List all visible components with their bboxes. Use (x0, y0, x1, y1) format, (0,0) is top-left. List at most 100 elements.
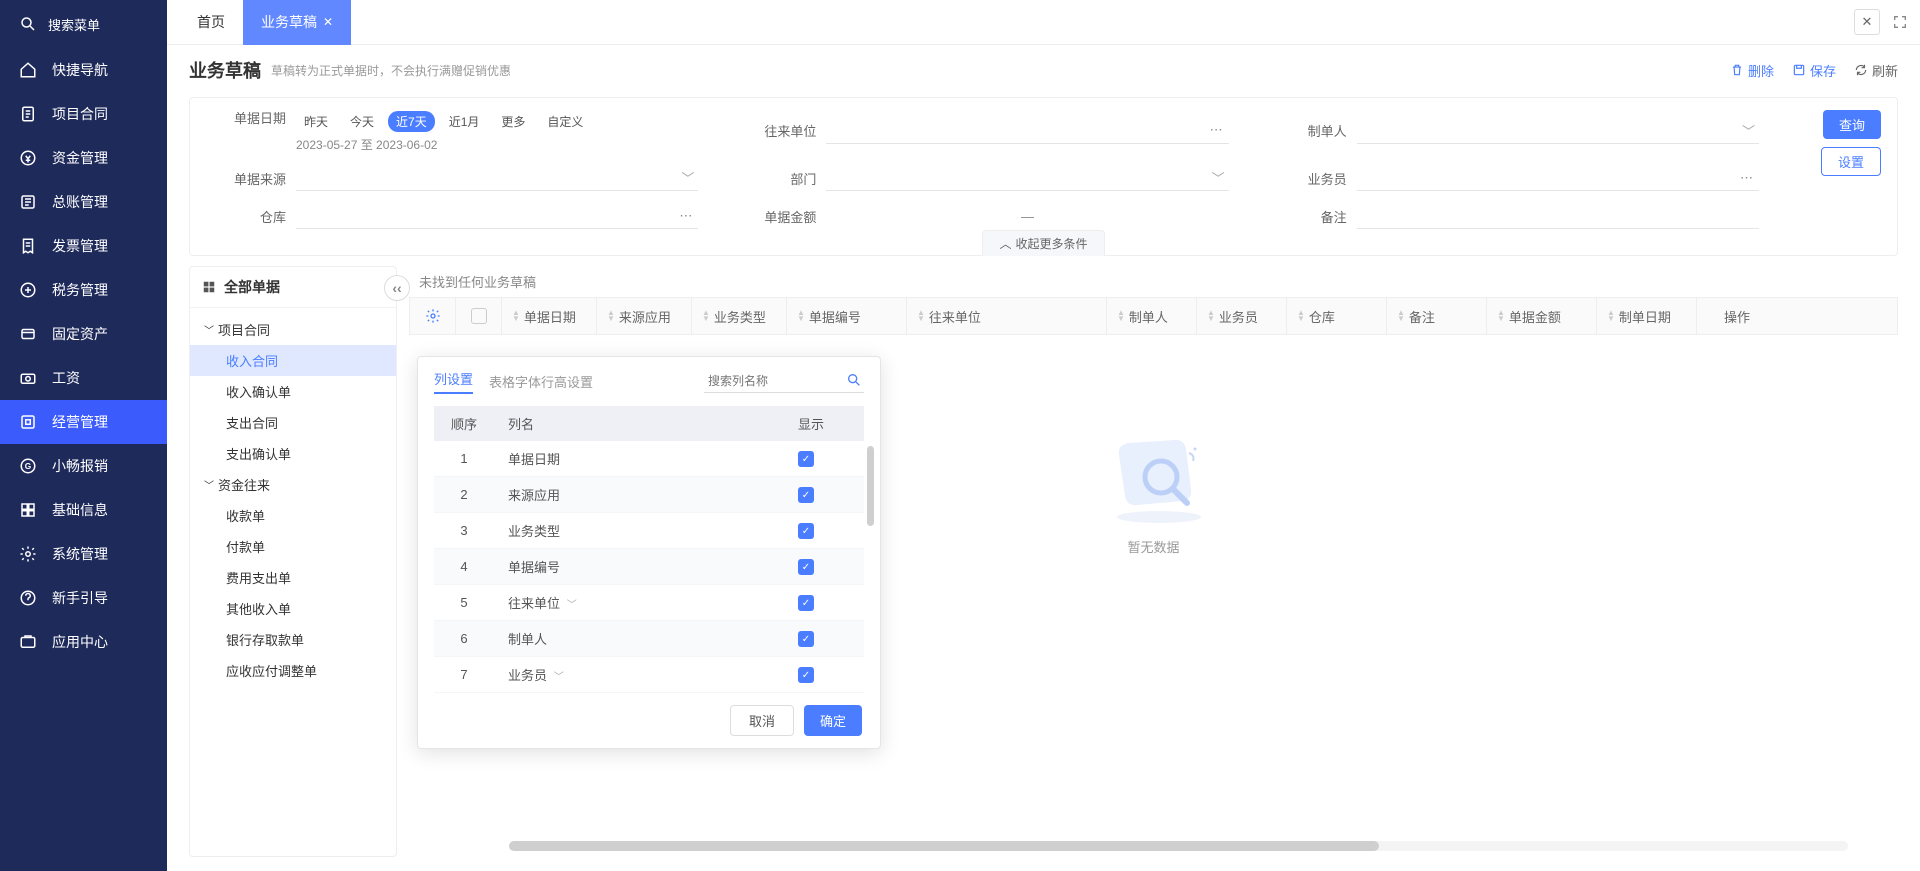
visibility-checkbox[interactable]: ✓ (798, 451, 814, 467)
table-column-header[interactable]: ▲▼单据日期 (502, 298, 597, 334)
tree-leaf[interactable]: 支出合同 (190, 407, 396, 438)
tree-leaf[interactable]: 支出确认单 (190, 438, 396, 469)
date-chip[interactable]: 今天 (342, 111, 382, 132)
sidebar-item-9[interactable]: G小畅报销 (0, 444, 167, 488)
search-icon[interactable] (846, 372, 862, 388)
popup-row[interactable]: 5往来单位 ﹀✓ (434, 585, 864, 621)
table-column-header[interactable]: ▲▼业务类型 (692, 298, 787, 334)
popup-cancel-button[interactable]: 取消 (730, 705, 794, 736)
table-column-header[interactable]: ▲▼单据编号 (787, 298, 907, 334)
tree-group[interactable]: ﹀ 项目合同 (190, 314, 396, 345)
table-column-header[interactable]: ▲▼业务员 (1197, 298, 1287, 334)
sort-icon: ▲▼ (702, 310, 710, 322)
tree-leaf[interactable]: 银行存取款单 (190, 624, 396, 655)
close-panel-button[interactable]: ✕ (1854, 9, 1880, 35)
sidebar-item-1[interactable]: 项目合同 (0, 92, 167, 136)
sidebar-item-3[interactable]: 总账管理 (0, 180, 167, 224)
popup-scrollbar[interactable] (867, 446, 874, 526)
visibility-checkbox[interactable]: ✓ (798, 559, 814, 575)
visibility-checkbox[interactable]: ✓ (798, 667, 814, 683)
popup-tab-columns[interactable]: 列设置 (434, 369, 473, 394)
table-column-header[interactable]: ▲▼往来单位 (907, 298, 1107, 334)
date-chip[interactable]: 昨天 (296, 111, 336, 132)
gear-icon (18, 544, 38, 564)
horizontal-scrollbar[interactable] (509, 841, 1848, 851)
tree-group[interactable]: ﹀ 资金往来 (190, 469, 396, 500)
dept-select[interactable]: ﹀ (826, 165, 1228, 191)
sidebar-item-label: 应用中心 (52, 632, 108, 652)
table-column-header[interactable]: ▲▼备注 (1387, 298, 1487, 334)
save-button[interactable]: 保存 (1792, 61, 1836, 80)
visibility-checkbox[interactable]: ✓ (798, 487, 814, 503)
tree-leaf[interactable]: 收款单 (190, 500, 396, 531)
more-icon[interactable]: ⋯ (1740, 170, 1759, 186)
table-column-header[interactable]: ▲▼仓库 (1287, 298, 1387, 334)
popup-row[interactable]: 3业务类型✓ (434, 513, 864, 549)
source-select[interactable]: ﹀ (296, 165, 698, 191)
date-chip[interactable]: 自定义 (539, 111, 591, 132)
settings-button[interactable]: 设置 (1821, 147, 1881, 176)
select-all-checkbox[interactable] (456, 298, 502, 334)
sidebar-item-4[interactable]: 发票管理 (0, 224, 167, 268)
popup-row[interactable]: 4单据编号✓ (434, 549, 864, 585)
popup-row[interactable]: 2来源应用✓ (434, 477, 864, 513)
popup-confirm-button[interactable]: 确定 (804, 705, 862, 736)
tree-leaf[interactable]: 付款单 (190, 531, 396, 562)
visibility-checkbox[interactable]: ✓ (798, 631, 814, 647)
popup-row[interactable]: 1单据日期✓ (434, 441, 864, 477)
tree-leaf[interactable]: 应收应付调整单 (190, 655, 396, 686)
tree-leaf[interactable]: 收入合同 (190, 345, 396, 376)
sidebar-search[interactable]: 搜索菜单 (0, 0, 167, 48)
sidebar-item-5[interactable]: 税务管理 (0, 268, 167, 312)
popup-row[interactable]: 7业务员 ﹀✓ (434, 657, 864, 693)
sidebar-item-0[interactable]: 快捷导航 (0, 48, 167, 92)
visibility-checkbox[interactable]: ✓ (798, 595, 814, 611)
partner-input[interactable]: ⋯ (826, 118, 1228, 144)
sidebar-item-10[interactable]: 基础信息 (0, 488, 167, 532)
collapse-tree-button[interactable]: ‹‹ (384, 275, 410, 301)
sidebar-item-6[interactable]: 固定资产 (0, 312, 167, 356)
creator-select[interactable]: ﹀ (1357, 118, 1759, 144)
more-icon[interactable]: ⋯ (679, 208, 698, 224)
date-chip[interactable]: 更多 (493, 111, 533, 132)
table-column-header[interactable]: ▲▼制单人 (1107, 298, 1197, 334)
sales-input[interactable]: ⋯ (1357, 165, 1759, 191)
popup-row[interactable]: 6制单人✓ (434, 621, 864, 657)
column-settings-button[interactable] (410, 298, 456, 334)
sidebar-item-7[interactable]: 工资 (0, 356, 167, 400)
table-column-header[interactable]: ▲▼单据金额 (1487, 298, 1597, 334)
tree-leaf[interactable]: 其他收入单 (190, 593, 396, 624)
sidebar-item-2[interactable]: 资金管理 (0, 136, 167, 180)
date-chip[interactable]: 近7天 (388, 111, 435, 132)
sidebar-item-8[interactable]: 经营管理 (0, 400, 167, 444)
store-input[interactable]: ⋯ (296, 203, 698, 229)
fullscreen-button[interactable] (1892, 14, 1908, 30)
tab[interactable]: 首页 (179, 0, 243, 45)
delete-button[interactable]: 删除 (1730, 61, 1774, 80)
money-icon (18, 148, 38, 168)
popup-search-input[interactable] (704, 370, 864, 393)
empty-illustration-icon (1099, 435, 1209, 525)
visibility-checkbox[interactable]: ✓ (798, 523, 814, 539)
tab[interactable]: 业务草稿✕ (243, 0, 351, 45)
sidebar-item-13[interactable]: 应用中心 (0, 620, 167, 664)
query-button[interactable]: 查询 (1823, 110, 1881, 139)
sidebar-item-11[interactable]: 系统管理 (0, 532, 167, 576)
collapse-filters-button[interactable]: ︿收起更多条件 (982, 230, 1104, 256)
sort-icon: ▲▼ (512, 310, 520, 322)
amount-input[interactable]: — (826, 203, 1228, 229)
remark-input[interactable] (1357, 203, 1759, 229)
tree-leaf[interactable]: 费用支出单 (190, 562, 396, 593)
close-icon[interactable]: ✕ (323, 15, 333, 29)
sort-icon: ▲▼ (607, 310, 615, 322)
sidebar-item-label: 发票管理 (52, 236, 108, 256)
tree-leaf[interactable]: 收入确认单 (190, 376, 396, 407)
table-column-header[interactable]: ▲▼制单日期 (1597, 298, 1697, 334)
table-column-header[interactable]: ▲▼来源应用 (597, 298, 692, 334)
sidebar-item-12[interactable]: 新手引导 (0, 576, 167, 620)
tax-icon (18, 280, 38, 300)
popup-tab-font[interactable]: 表格字体行高设置 (489, 372, 593, 391)
refresh-button[interactable]: 刷新 (1854, 61, 1898, 80)
more-icon[interactable]: ⋯ (1210, 122, 1229, 138)
date-chip[interactable]: 近1月 (441, 111, 488, 132)
